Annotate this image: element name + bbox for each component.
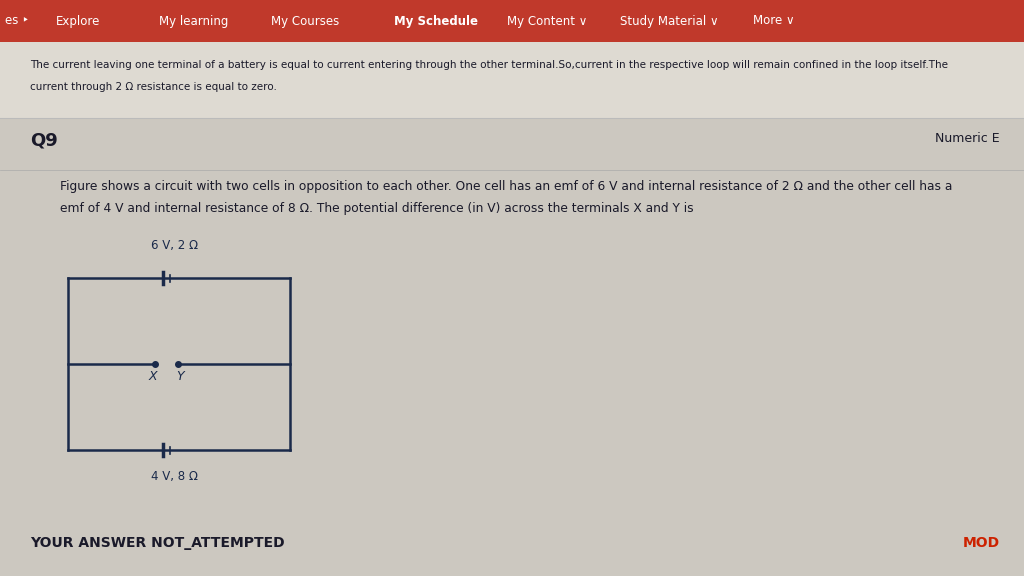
Text: Study Material ∨: Study Material ∨: [620, 14, 718, 28]
Text: emf of 4 V and internal resistance of 8 Ω. The potential difference (in V) acros: emf of 4 V and internal resistance of 8 …: [60, 202, 693, 215]
Text: YOUR ANSWER NOT_ATTEMPTED: YOUR ANSWER NOT_ATTEMPTED: [30, 536, 285, 550]
Text: More ∨: More ∨: [753, 14, 795, 28]
Text: Numeric E: Numeric E: [935, 132, 1000, 145]
Text: Y: Y: [176, 370, 184, 383]
Text: MOD: MOD: [963, 536, 1000, 550]
Text: current through 2 Ω resistance is equal to zero.: current through 2 Ω resistance is equal …: [30, 82, 276, 92]
Text: Q9: Q9: [30, 132, 57, 150]
Bar: [0, 42, 1024, 118]
Text: The current leaving one terminal of a battery is equal to current entering throu: The current leaving one terminal of a ba…: [30, 60, 948, 70]
Text: es ‣: es ‣: [5, 14, 29, 28]
Text: My Content ∨: My Content ∨: [507, 14, 587, 28]
Text: 4 V, 8 Ω: 4 V, 8 Ω: [151, 470, 198, 483]
Text: X: X: [148, 370, 158, 383]
Text: My learning: My learning: [159, 14, 228, 28]
Text: Explore: Explore: [56, 14, 100, 28]
Text: 6 V, 2 Ω: 6 V, 2 Ω: [151, 239, 198, 252]
Bar: [0, 0, 1024, 42]
Text: My Courses: My Courses: [271, 14, 340, 28]
Text: Figure shows a circuit with two cells in opposition to each other. One cell has : Figure shows a circuit with two cells in…: [60, 180, 952, 193]
Text: My Schedule: My Schedule: [394, 14, 478, 28]
